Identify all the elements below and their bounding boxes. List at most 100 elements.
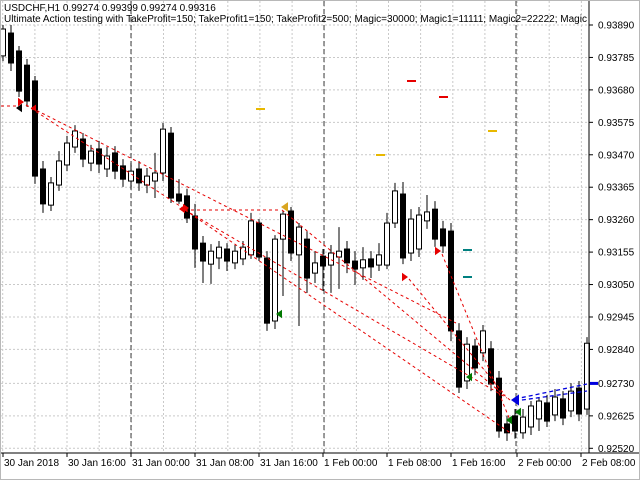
candle-bull	[152, 172, 158, 182]
candle-bull	[312, 262, 318, 274]
candle-bull	[464, 343, 470, 382]
red-level-dash[interactable]	[439, 96, 448, 98]
indicator-caption: Ultimate Action testing with TakeProfit=…	[4, 14, 587, 25]
trend-line-blue[interactable]	[514, 390, 588, 402]
candle-bull	[536, 400, 542, 420]
trend-line-red[interactable]	[184, 209, 508, 399]
yellow-level-dash[interactable]	[256, 108, 265, 110]
candle-bear	[96, 148, 102, 165]
price-label: 0.93680	[598, 85, 635, 96]
trend-line-red[interactable]	[25, 104, 457, 324]
teal-level-dash[interactable]	[463, 249, 472, 251]
time-label: 1 Feb 16:00	[452, 458, 506, 469]
candle-bull	[392, 190, 398, 224]
green-trade-arrow[interactable]	[276, 309, 282, 319]
candle-bull	[416, 214, 422, 250]
candle-bull	[480, 330, 486, 354]
candle-bear	[544, 402, 550, 422]
price-label: 0.93470	[598, 150, 635, 161]
candle-bull	[88, 150, 94, 164]
trend-line-red[interactable]	[408, 278, 506, 396]
candle-bull	[48, 182, 54, 206]
green-trade-arrow[interactable]	[515, 407, 521, 417]
price-label: 0.92520	[598, 444, 635, 455]
candle-bull	[328, 252, 334, 266]
candle-bear	[80, 138, 86, 160]
candle-bear	[320, 255, 326, 267]
red-pivot-arrow[interactable]	[183, 203, 189, 213]
price-label: 0.93365	[598, 183, 635, 194]
candle-bear	[192, 215, 198, 250]
red-level-dash[interactable]	[407, 80, 416, 82]
candle-bull	[56, 160, 62, 186]
candle-bear	[168, 132, 174, 199]
teal-level-dash[interactable]	[463, 276, 472, 278]
candle-bull	[216, 246, 222, 259]
price-label: 0.93260	[598, 215, 635, 226]
candle-bear	[304, 238, 310, 279]
candle-bear	[8, 32, 14, 64]
red-signal-arrow[interactable]	[402, 272, 408, 282]
green-trade-arrow[interactable]	[466, 372, 472, 382]
price-label: 0.92625	[598, 411, 635, 422]
price-label: 0.92945	[598, 312, 635, 323]
candle-bear	[352, 260, 358, 270]
candle-bear	[264, 257, 270, 324]
time-label: 2 Feb 08:00	[582, 458, 636, 469]
candle-bear	[512, 415, 518, 432]
time-label: 30 Jan 2018	[4, 458, 59, 469]
green-trade-arrow[interactable]	[506, 415, 512, 425]
trend-line-red[interactable]	[184, 209, 513, 435]
candle-bear	[576, 387, 582, 415]
candle-bull	[160, 128, 166, 174]
candle-bull	[376, 254, 382, 266]
time-label: 2 Feb 00:00	[518, 458, 572, 469]
candle-bull	[520, 416, 526, 434]
candle-bear	[472, 345, 478, 369]
candle-bear	[496, 377, 502, 432]
candle-bull	[240, 246, 246, 260]
time-label: 1 Feb 08:00	[388, 458, 442, 469]
candle-bear	[24, 64, 30, 102]
yellow-level-dash[interactable]	[376, 154, 385, 156]
red-pivot-arrow[interactable]	[18, 97, 24, 107]
trend-line-red[interactable]	[25, 104, 184, 209]
candle-bear	[256, 222, 262, 258]
candle-bull	[104, 155, 110, 170]
time-label: 30 Jan 16:00	[68, 458, 126, 469]
price-label: 0.93050	[598, 280, 635, 291]
candle-bull	[232, 250, 238, 264]
candle-bull	[208, 250, 214, 265]
chart-title-ohlc: USDCHF,H1 0.99274 0.99399 0.99274 0.9931…	[4, 3, 216, 14]
candle-bull	[384, 222, 390, 266]
candle-bear	[432, 208, 438, 240]
candle-bull	[64, 142, 70, 166]
candle-bull	[128, 170, 134, 182]
candle-bull	[280, 213, 286, 240]
black-left-arrow[interactable]	[16, 103, 22, 113]
blue-entry-arrow[interactable]	[511, 394, 519, 406]
red-pivot-arrow[interactable]	[31, 104, 36, 112]
candle-bull	[552, 396, 558, 416]
candle-bear	[560, 398, 566, 419]
candle-bear	[400, 193, 406, 259]
candle-bear	[120, 165, 126, 180]
candle-bear	[176, 193, 182, 202]
candle-bear	[288, 210, 294, 254]
red-signal-arrow[interactable]	[435, 246, 441, 256]
trend-line-blue[interactable]	[514, 383, 588, 400]
candle-bear	[448, 230, 454, 332]
yellow-level-dash[interactable]	[488, 130, 497, 132]
price-label: 0.93890	[598, 21, 635, 32]
trend-line-red[interactable]	[281, 209, 511, 401]
orange-signal-arrow[interactable]	[281, 202, 288, 212]
candle-bull	[296, 226, 302, 256]
trend-line-red[interactable]	[441, 253, 513, 426]
time-label: 31 Jan 16:00	[260, 458, 318, 469]
candle-bear	[32, 80, 38, 177]
price-label: 0.93785	[598, 53, 635, 64]
candle-bull	[272, 238, 278, 322]
candle-bear	[136, 168, 142, 184]
